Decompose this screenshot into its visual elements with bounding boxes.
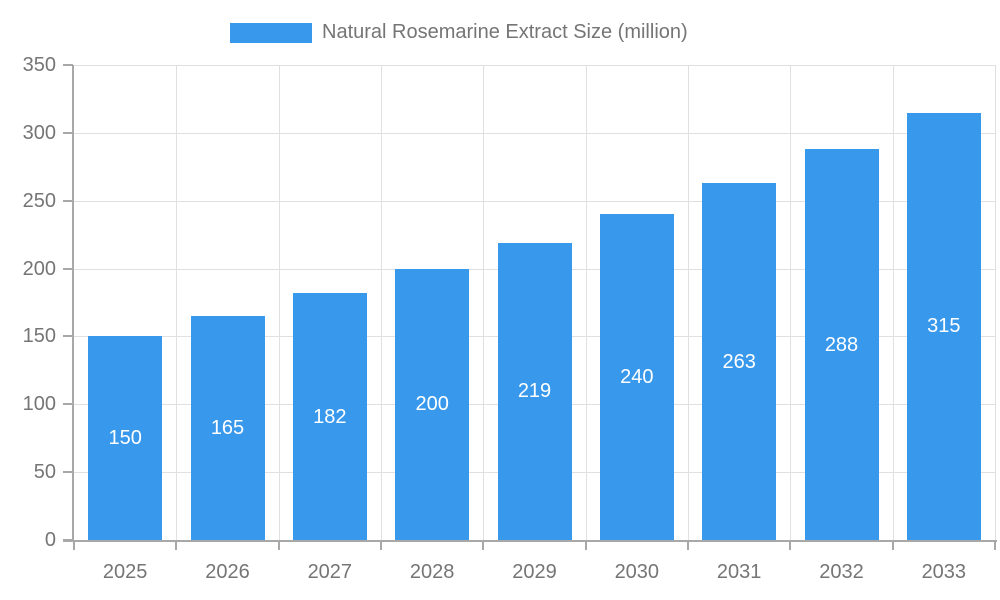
bar-value-label: 263 xyxy=(722,350,756,373)
bar-value-label: 240 xyxy=(620,366,654,389)
x-axis-tick xyxy=(994,542,996,550)
y-axis-tick-label: 0 xyxy=(44,529,56,551)
x-axis-tick-label: 2033 xyxy=(921,561,967,583)
v-gridline xyxy=(790,65,792,540)
bar-2029[interactable] xyxy=(497,242,572,540)
x-axis-tick-label: 2026 xyxy=(205,561,250,583)
bar-value-label: 288 xyxy=(824,333,859,356)
bar-value-label: 150 xyxy=(108,427,142,450)
y-axis-tick xyxy=(63,199,73,202)
y-axis-tick xyxy=(63,403,73,406)
x-axis-tick xyxy=(175,542,178,550)
v-gridline xyxy=(278,65,280,540)
bar-value-label: 182 xyxy=(313,405,347,428)
y-axis-tick-label: 350 xyxy=(22,54,56,76)
legend-label: Natural Rosemarine Extract Size (million… xyxy=(322,21,688,43)
x-axis-tick xyxy=(482,542,485,550)
x-axis-tick-label: 2032 xyxy=(819,561,864,583)
v-gridline xyxy=(892,65,894,540)
x-axis-tick-label: 2029 xyxy=(512,561,557,583)
y-axis-line xyxy=(72,65,74,542)
bar-2032[interactable] xyxy=(804,149,879,540)
bar-2025[interactable] xyxy=(88,336,163,540)
y-axis-tick-label: 50 xyxy=(33,461,56,484)
v-gridline xyxy=(995,65,996,540)
v-gridline xyxy=(585,65,587,540)
h-gridline xyxy=(74,200,995,202)
bar-value-label: 315 xyxy=(927,315,961,338)
y-axis-tick-label: 150 xyxy=(22,325,56,348)
bar-value-label: 165 xyxy=(210,417,245,440)
x-axis-tick-label: 2031 xyxy=(716,561,762,583)
x-axis-tick xyxy=(584,542,587,550)
y-axis-tick-label: 300 xyxy=(22,121,56,144)
x-axis-tick-label: 2030 xyxy=(614,561,660,583)
x-axis-tick xyxy=(380,542,382,550)
y-axis-tick-label: 100 xyxy=(22,393,56,416)
v-gridline xyxy=(688,65,689,540)
x-axis-line xyxy=(63,540,997,542)
bar-2027[interactable] xyxy=(292,293,367,540)
y-axis-tick xyxy=(63,131,73,134)
y-axis-tick xyxy=(63,64,73,66)
h-gridline xyxy=(74,132,995,134)
h-gridline xyxy=(74,65,995,66)
x-axis-tick-label: 2027 xyxy=(307,561,353,583)
x-axis-tick-label: 2025 xyxy=(102,561,148,583)
bar-value-label: 200 xyxy=(415,393,449,416)
y-axis-tick-label: 200 xyxy=(22,257,56,280)
v-gridline xyxy=(176,65,178,540)
y-axis-tick xyxy=(63,267,73,270)
x-axis-tick xyxy=(789,542,792,550)
v-gridline xyxy=(381,65,382,540)
x-axis-tick-label: 2028 xyxy=(409,561,455,583)
x-axis-tick xyxy=(687,542,689,550)
bar-2033[interactable] xyxy=(906,112,981,540)
legend-swatch xyxy=(230,22,312,43)
bar-2030[interactable] xyxy=(599,214,674,540)
x-axis-tick xyxy=(891,542,894,550)
y-axis-tick-label: 250 xyxy=(22,189,56,212)
y-axis-tick xyxy=(63,471,73,474)
v-gridline xyxy=(483,65,485,540)
bar-value-label: 219 xyxy=(517,380,552,403)
y-axis-tick xyxy=(63,539,73,541)
y-axis-tick xyxy=(63,335,73,338)
x-axis-tick xyxy=(73,542,75,550)
bar-2026[interactable] xyxy=(190,316,265,540)
bar-2028[interactable] xyxy=(395,268,470,540)
legend-item[interactable]: Natural Rosemarine Extract Size (million… xyxy=(230,21,688,44)
x-axis-tick xyxy=(277,542,280,550)
bar-2031[interactable] xyxy=(702,183,777,540)
